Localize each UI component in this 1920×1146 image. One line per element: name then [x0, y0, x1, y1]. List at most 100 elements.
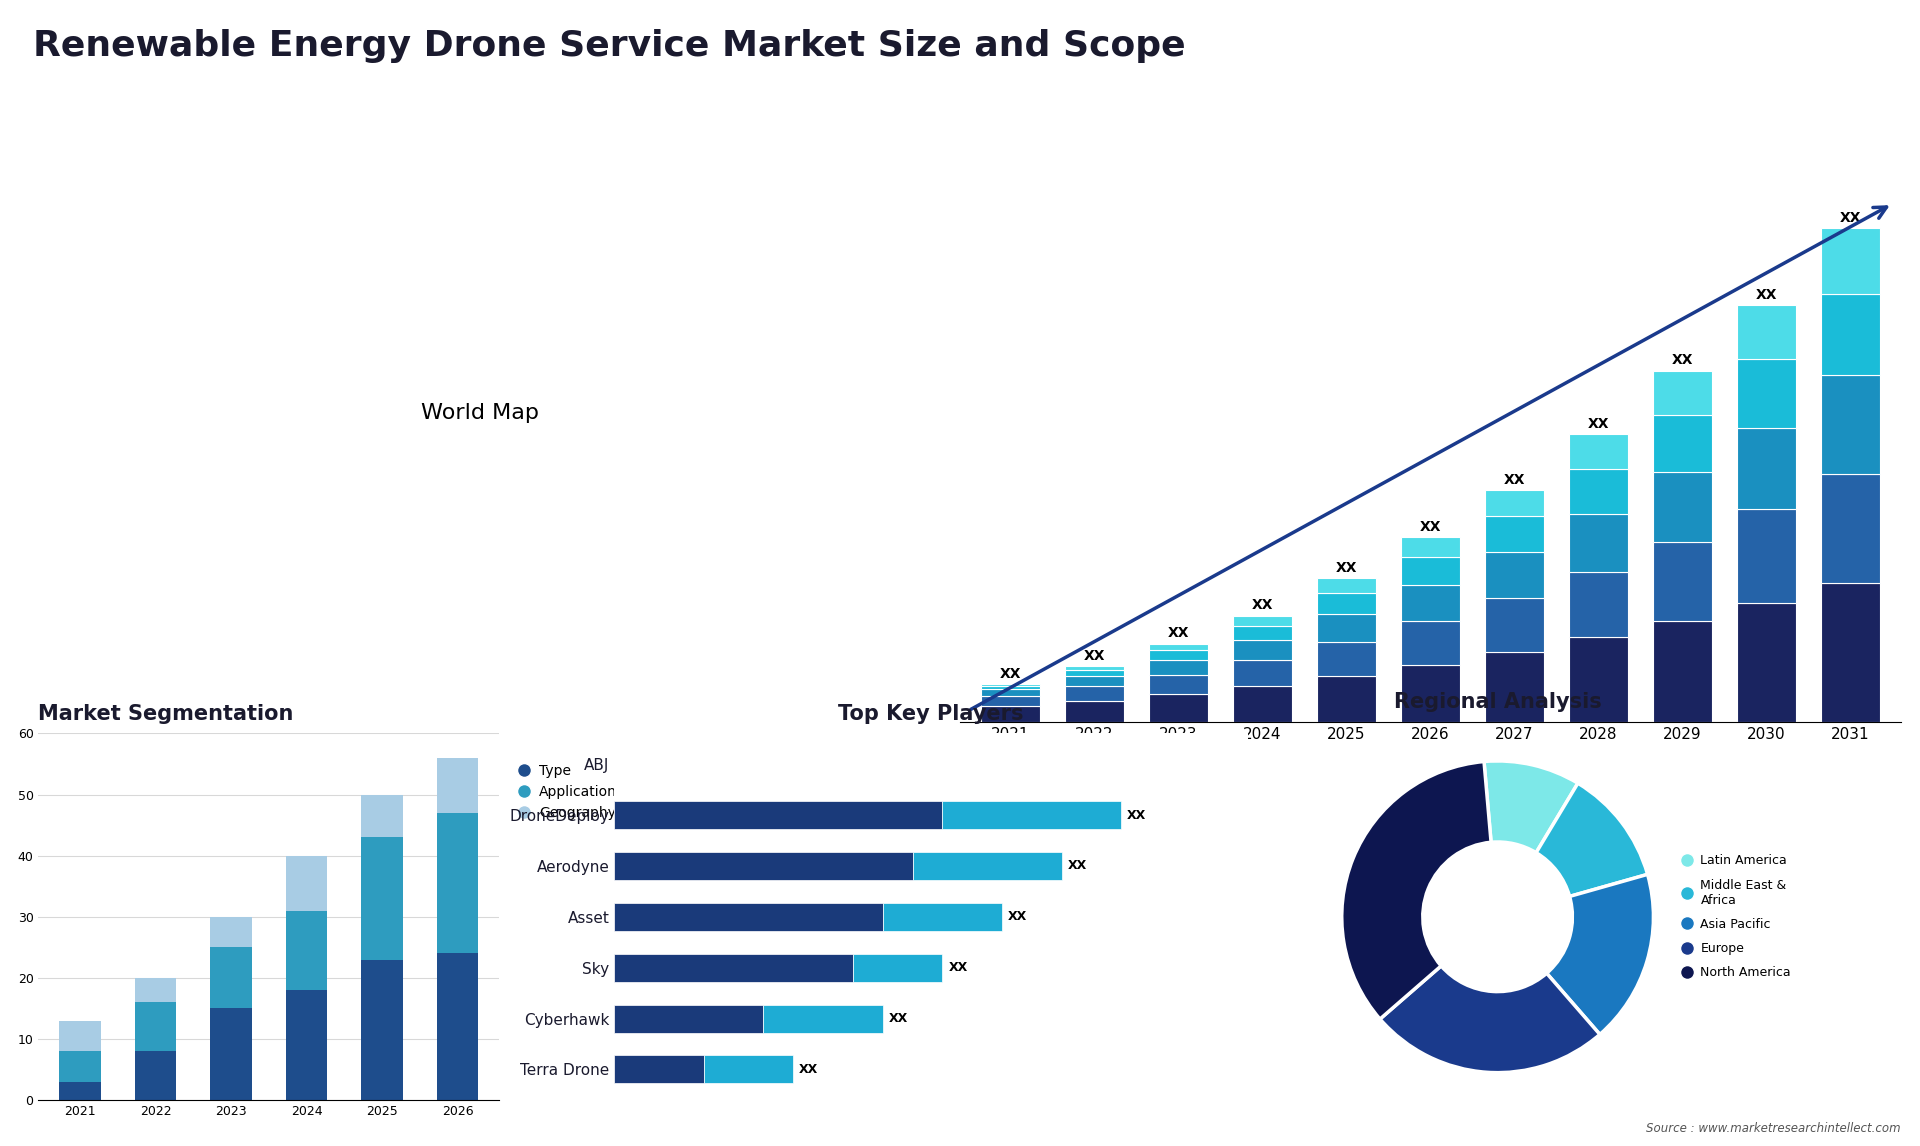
Text: Source : www.marketresearchintellect.com: Source : www.marketresearchintellect.com — [1645, 1122, 1901, 1135]
Bar — [1233, 686, 1292, 722]
Bar — [1148, 650, 1208, 660]
Bar — [1820, 293, 1880, 376]
Text: XX: XX — [1839, 211, 1860, 225]
Bar — [361, 838, 403, 959]
Text: XX: XX — [1588, 417, 1609, 431]
Bar — [1317, 676, 1377, 722]
Text: XX: XX — [1252, 598, 1273, 612]
Text: XX: XX — [799, 1063, 818, 1076]
Bar — [286, 856, 326, 911]
Bar — [614, 1005, 764, 1033]
Bar — [1820, 583, 1880, 722]
Bar — [134, 978, 177, 1003]
Bar — [1738, 510, 1795, 603]
Text: World Map: World Map — [420, 402, 540, 423]
Text: XX: XX — [1419, 520, 1442, 534]
Bar — [1569, 637, 1628, 722]
Title: Regional Analysis: Regional Analysis — [1394, 692, 1601, 712]
Legend: Latin America, Middle East &
Africa, Asia Pacific, Europe, North America: Latin America, Middle East & Africa, Asi… — [1680, 849, 1795, 984]
Bar — [60, 1051, 102, 1082]
Bar — [60, 1082, 102, 1100]
Bar — [436, 813, 478, 953]
Bar — [1402, 557, 1459, 584]
Bar — [1066, 686, 1123, 700]
Bar — [764, 1005, 883, 1033]
Bar — [1317, 642, 1377, 676]
Bar — [981, 696, 1041, 706]
Bar — [981, 684, 1041, 686]
Text: XX: XX — [889, 1012, 908, 1025]
Bar — [1402, 665, 1459, 722]
Bar — [981, 689, 1041, 696]
Bar — [134, 1003, 177, 1051]
Bar — [361, 794, 403, 838]
Text: XX: XX — [1167, 626, 1188, 641]
Bar — [1402, 537, 1459, 557]
Text: XX: XX — [1503, 472, 1524, 487]
Bar — [943, 801, 1121, 829]
Bar — [1066, 676, 1123, 686]
Bar — [1820, 473, 1880, 583]
Bar — [1066, 667, 1123, 669]
Text: XX: XX — [1068, 860, 1087, 872]
Text: XX: XX — [1672, 353, 1693, 367]
Bar — [614, 903, 883, 931]
Bar — [1484, 489, 1544, 516]
Bar — [1233, 641, 1292, 660]
Text: Renewable Energy Drone Service Market Size and Scope: Renewable Energy Drone Service Market Si… — [33, 29, 1185, 63]
Bar — [912, 851, 1062, 880]
Bar — [1738, 603, 1795, 722]
Wedge shape — [1536, 783, 1647, 896]
Bar — [1402, 621, 1459, 665]
Bar — [1484, 552, 1544, 598]
Bar — [614, 801, 943, 829]
Bar — [614, 851, 912, 880]
Bar — [1569, 469, 1628, 515]
Bar — [436, 953, 478, 1100]
Bar — [211, 917, 252, 948]
Bar — [436, 758, 478, 813]
Wedge shape — [1484, 761, 1578, 853]
Bar — [981, 686, 1041, 689]
Bar — [1148, 675, 1208, 694]
Bar — [1653, 415, 1713, 472]
Bar — [361, 959, 403, 1100]
Bar — [1820, 376, 1880, 473]
Bar — [1738, 305, 1795, 359]
Bar — [1820, 228, 1880, 293]
Wedge shape — [1380, 966, 1599, 1073]
Bar — [286, 911, 326, 990]
Bar — [1066, 700, 1123, 722]
Bar — [852, 953, 943, 982]
Bar — [1233, 615, 1292, 626]
Bar — [1484, 516, 1544, 552]
Bar — [1569, 434, 1628, 469]
Bar — [134, 1051, 177, 1100]
Bar — [1484, 598, 1544, 652]
Bar — [1148, 660, 1208, 675]
Bar — [1233, 626, 1292, 641]
Wedge shape — [1548, 874, 1653, 1035]
Bar — [286, 990, 326, 1100]
Bar — [1653, 542, 1713, 621]
Bar — [1317, 614, 1377, 642]
Text: Market Segmentation: Market Segmentation — [38, 704, 294, 723]
Bar — [1148, 644, 1208, 650]
Bar — [1738, 427, 1795, 510]
Bar — [981, 706, 1041, 722]
Text: XX: XX — [1336, 560, 1357, 575]
Bar — [614, 1055, 705, 1083]
Bar — [1148, 694, 1208, 722]
Text: XX: XX — [1000, 667, 1021, 681]
Bar — [1653, 370, 1713, 415]
Wedge shape — [1342, 762, 1492, 1019]
Bar — [1066, 669, 1123, 676]
Bar — [211, 1008, 252, 1100]
Bar — [211, 948, 252, 1008]
Text: XX: XX — [948, 961, 968, 974]
Bar — [1569, 572, 1628, 637]
Bar — [1653, 472, 1713, 542]
Bar — [1402, 584, 1459, 621]
Text: XX: XX — [1127, 809, 1146, 822]
Bar — [1317, 578, 1377, 592]
